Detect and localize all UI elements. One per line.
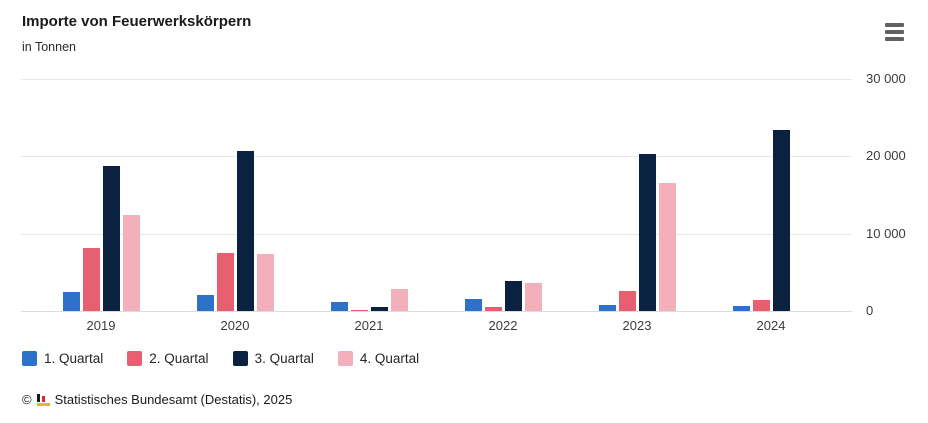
bar-2023-q4[interactable] bbox=[658, 183, 676, 311]
x-axis-label-2021: 2021 bbox=[354, 318, 384, 333]
legend-swatch-icon bbox=[22, 351, 37, 366]
bar-2019-q3[interactable] bbox=[102, 166, 120, 311]
bar-2021-q3[interactable] bbox=[370, 307, 388, 311]
source-attribution: © Statistisches Bundesamt (Destatis), 20… bbox=[22, 392, 292, 407]
bar-2023-q3[interactable] bbox=[638, 154, 656, 311]
menu-bar bbox=[885, 37, 904, 41]
legend-label: 3. Quartal bbox=[254, 351, 314, 366]
bar-2024-q3[interactable] bbox=[772, 130, 790, 311]
legend-label: 1. Quartal bbox=[44, 351, 104, 366]
legend-swatch-icon bbox=[127, 351, 143, 366]
legend-item-q3[interactable]: 3. Quartal bbox=[232, 351, 314, 366]
bar-2019-q4[interactable] bbox=[122, 215, 140, 311]
legend-item-q4[interactable]: 4. Quartal bbox=[337, 351, 420, 366]
bar-group-2022: 2022 bbox=[436, 79, 570, 333]
bar-2021-q2[interactable] bbox=[350, 309, 368, 311]
bar-2023-q2[interactable] bbox=[618, 290, 636, 311]
legend-item-q1[interactable]: 1. Quartal bbox=[22, 351, 103, 366]
bar-2022-q4[interactable] bbox=[524, 283, 542, 311]
bar-2019-q1[interactable] bbox=[62, 291, 80, 311]
bar-group-2019: 2019 bbox=[34, 79, 168, 333]
gridline-0 bbox=[21, 311, 852, 312]
bar-chart-plot-area: 2019 2020 2021 2022 2023 2024 bbox=[21, 79, 852, 333]
bar-2020-q3[interactable] bbox=[236, 150, 254, 311]
bar-2020-q1[interactable] bbox=[196, 294, 214, 311]
chart-legend: 1. Quartal 2. Quartal 3. Quartal 4. Quartal bbox=[22, 351, 419, 366]
bar-group-2021: 2021 bbox=[302, 79, 436, 333]
legend-label: 2. Quartal bbox=[149, 351, 209, 366]
x-axis-label-2023: 2023 bbox=[622, 318, 652, 333]
x-axis-label-2024: 2024 bbox=[756, 318, 786, 333]
bar-2022-q3[interactable] bbox=[504, 280, 522, 311]
bar-2020-q2[interactable] bbox=[216, 253, 234, 311]
y-axis-tick-label: 30 000 bbox=[866, 71, 906, 86]
legend-label: 4. Quartal bbox=[359, 351, 420, 366]
gridline-20000 bbox=[21, 156, 852, 158]
copyright-symbol: © bbox=[22, 392, 32, 407]
legend-item-q2[interactable]: 2. Quartal bbox=[127, 351, 209, 366]
destatis-logo-icon bbox=[36, 393, 50, 406]
bar-group-2020: 2020 bbox=[168, 79, 302, 333]
hamburger-menu-icon[interactable] bbox=[885, 22, 905, 42]
legend-swatch-icon bbox=[337, 351, 353, 366]
chart-subtitle: in Tonnen bbox=[22, 40, 76, 54]
y-axis-tick-label: 10 000 bbox=[866, 225, 906, 241]
bar-2024-q2[interactable] bbox=[752, 300, 770, 311]
bar-2022-q2[interactable] bbox=[484, 306, 502, 311]
page-title: Importe von Feuerwerkskörpern bbox=[22, 13, 252, 30]
legend-swatch-icon bbox=[232, 351, 248, 366]
x-axis-label-2019: 2019 bbox=[86, 318, 116, 333]
bar-group-2024: 2024 bbox=[704, 79, 838, 333]
bar-group-2023: 2023 bbox=[570, 79, 704, 333]
source-text: Statistisches Bundesamt (Destatis), 2025 bbox=[54, 392, 293, 407]
y-axis-tick-label: 0 bbox=[866, 303, 874, 318]
x-axis-label-2020: 2020 bbox=[220, 318, 250, 333]
y-axis-tick-label: 20 000 bbox=[866, 148, 906, 164]
x-axis-label-2022: 2022 bbox=[488, 318, 518, 333]
bar-2023-q1[interactable] bbox=[598, 304, 616, 311]
menu-bar bbox=[885, 23, 904, 27]
bar-2022-q1[interactable] bbox=[464, 299, 482, 311]
bar-2021-q1[interactable] bbox=[330, 301, 348, 311]
gridline-30000 bbox=[21, 79, 852, 80]
menu-bar bbox=[885, 30, 904, 34]
gridline-10000 bbox=[21, 233, 852, 235]
bar-2021-q4[interactable] bbox=[390, 288, 408, 311]
bar-2024-q1[interactable] bbox=[732, 306, 750, 311]
bar-2020-q4[interactable] bbox=[256, 253, 274, 311]
bar-2019-q2[interactable] bbox=[82, 247, 100, 311]
